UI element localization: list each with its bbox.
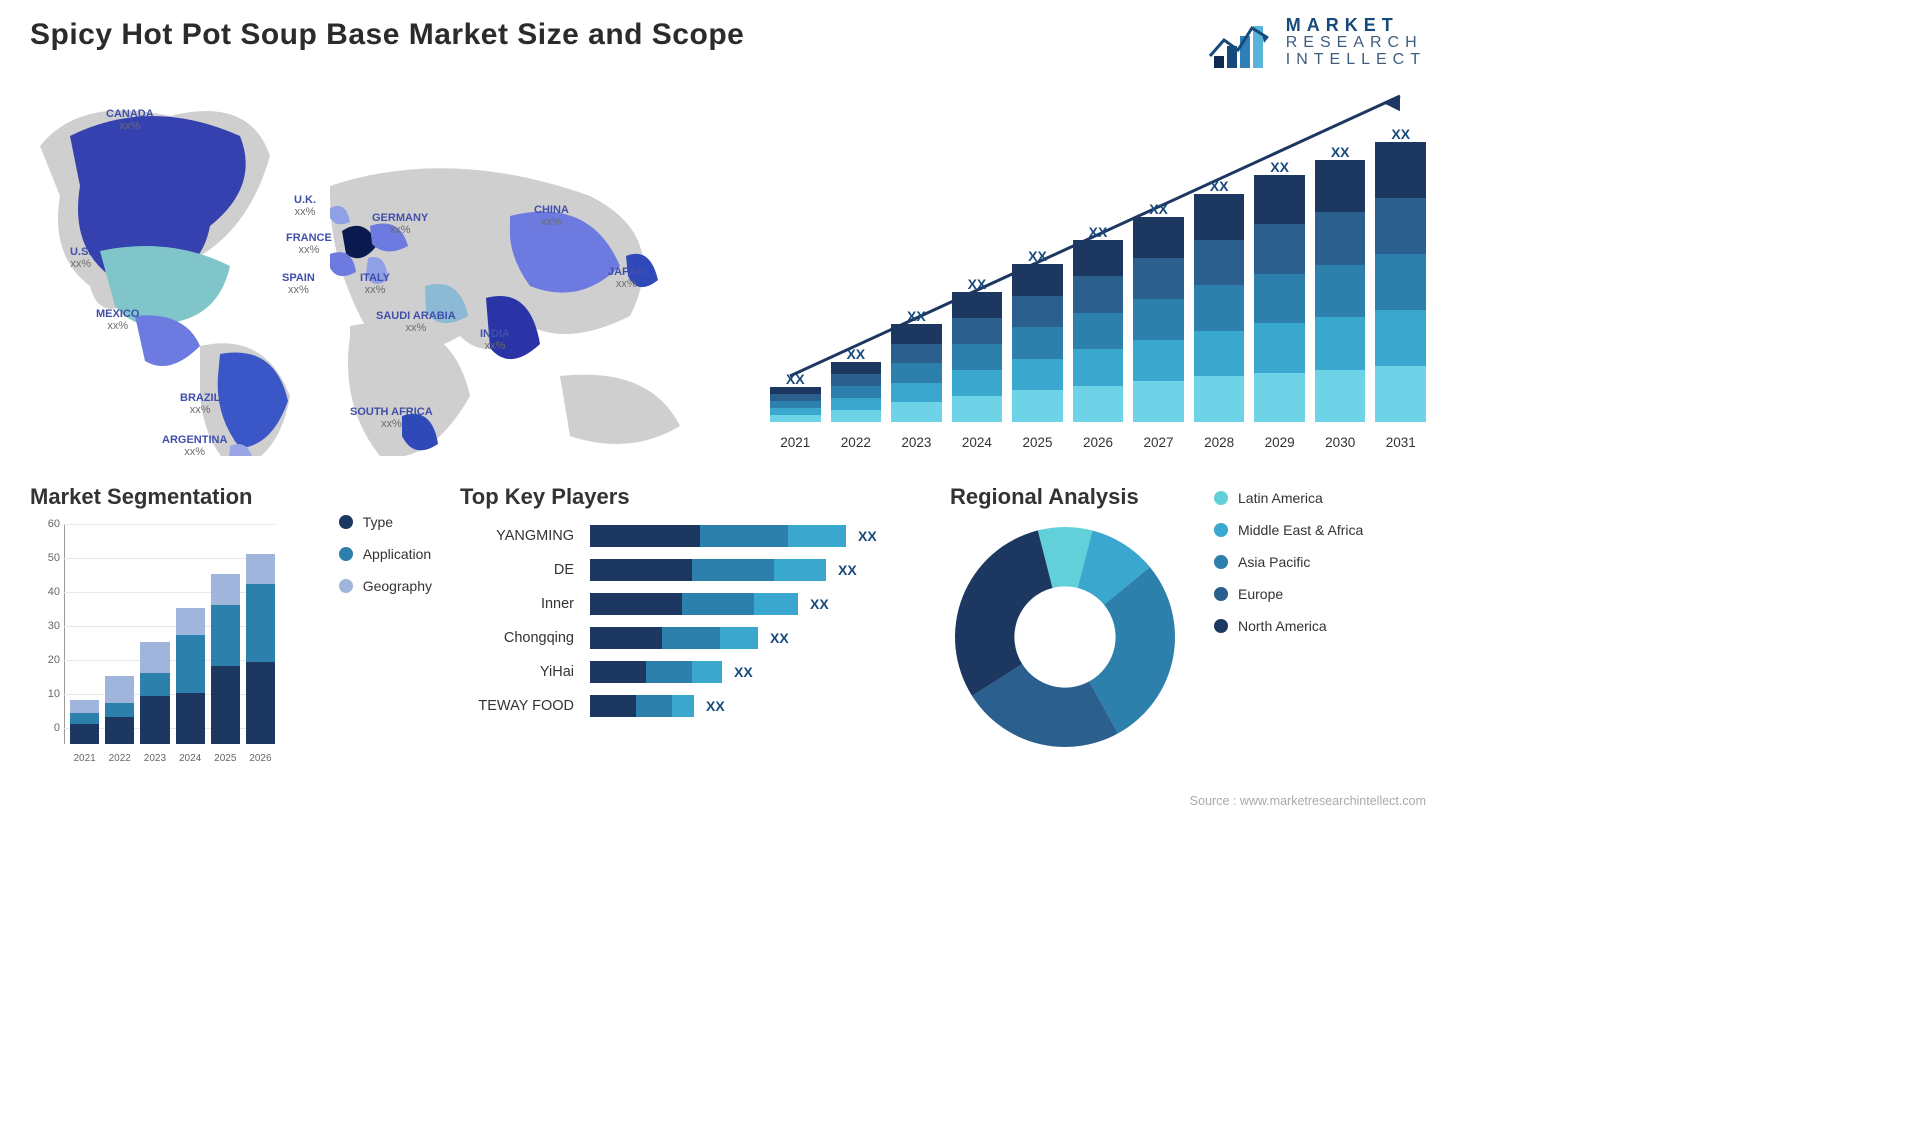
world-map: CANADAxx% U.S.xx% MEXICOxx% BRAZILxx% ARGENT… <box>30 76 730 456</box>
region-legend-north-america: North America <box>1214 618 1363 634</box>
growth-bar-2026: XX <box>1073 218 1124 422</box>
brand-logo: MARKET RESEARCH INTELLECT <box>1208 16 1426 68</box>
region-legend-middle-east-africa: Middle East & Africa <box>1214 522 1363 538</box>
seg-bar-2025 <box>211 574 240 744</box>
map-label-u-k-: U.K.xx% <box>294 194 316 218</box>
donut-slice-north-america <box>955 530 1052 695</box>
region-legend-asia-pacific: Asia Pacific <box>1214 554 1363 570</box>
growth-bar-2022: XX <box>831 340 882 422</box>
segmentation-legend: Type Application Geography <box>339 514 432 594</box>
map-label-mexico: MEXICOxx% <box>96 308 139 332</box>
map-label-germany: GERMANYxx% <box>372 212 428 236</box>
map-label-argentina: ARGENTINAxx% <box>162 434 227 458</box>
map-label-brazil: BRAZILxx% <box>180 392 220 416</box>
growth-bar-2027: XX <box>1133 195 1184 422</box>
map-label-india: INDIAxx% <box>480 328 510 352</box>
player-row-chongqing: ChongqingXX <box>460 626 940 650</box>
map-label-france: FRANCExx% <box>286 232 332 256</box>
seg-bar-2026 <box>246 554 275 744</box>
player-row-yihai: YiHaiXX <box>460 660 940 684</box>
regional-analysis-panel: Regional Analysis Latin America Middle Ea… <box>950 484 1426 784</box>
seg-legend-type: Type <box>339 514 432 530</box>
map-label-italy: ITALYxx% <box>360 272 390 296</box>
player-row-inner: InnerXX <box>460 592 940 616</box>
growth-bar-2023: XX <box>891 302 942 422</box>
regional-title: Regional Analysis <box>950 484 1180 510</box>
map-label-spain: SPAINxx% <box>282 272 315 296</box>
key-players-panel: Top Key Players YANGMINGXX DEXX InnerXX Cho… <box>460 484 940 784</box>
seg-bar-2021 <box>70 700 99 744</box>
growth-bar-2029: XX <box>1254 153 1305 422</box>
regional-legend: Latin America Middle East & Africa Asia Pa… <box>1214 484 1363 634</box>
map-label-canada: CANADAxx% <box>106 108 154 132</box>
growth-bar-2021: XX <box>770 365 821 422</box>
logo-line2: RESEARCH <box>1286 35 1426 52</box>
growth-bar-2025: XX <box>1012 242 1063 422</box>
players-title: Top Key Players <box>460 484 940 510</box>
growth-bar-2024: XX <box>952 270 1003 422</box>
growth-bar-2028: XX <box>1194 172 1245 422</box>
seg-legend-application: Application <box>339 546 432 562</box>
map-label-china: CHINAxx% <box>534 204 569 228</box>
region-legend-europe: Europe <box>1214 586 1363 602</box>
market-segmentation-panel: Market Segmentation 0102030405060 202120… <box>30 484 450 784</box>
growth-bar-2030: XX <box>1315 138 1366 422</box>
player-row-de: DEXX <box>460 558 940 582</box>
region-legend-latin-america: Latin America <box>1214 490 1363 506</box>
seg-bar-2023 <box>140 642 169 744</box>
seg-bar-2024 <box>176 608 205 744</box>
logo-line1: MARKET <box>1286 16 1426 35</box>
logo-line3: INTELLECT <box>1286 52 1426 69</box>
regional-donut-chart <box>950 522 1180 752</box>
segmentation-title: Market Segmentation <box>30 484 450 510</box>
seg-bar-2022 <box>105 676 134 744</box>
source-attribution: Source : www.marketresearchintellect.com <box>1190 794 1426 808</box>
growth-bar-2031: XX <box>1375 120 1426 422</box>
player-row-yangming: YANGMINGXX <box>460 524 940 548</box>
map-label-japan: JAPANxx% <box>608 266 644 290</box>
map-label-u-s-: U.S.xx% <box>70 246 91 270</box>
seg-legend-geography: Geography <box>339 578 432 594</box>
map-label-south-africa: SOUTH AFRICAxx% <box>350 406 433 430</box>
market-growth-chart: XXXXXXXXXXXXXXXXXXXXXX 20212022202320242… <box>770 76 1426 456</box>
logo-icon <box>1208 16 1272 68</box>
player-row-teway-food: TEWAY FOODXX <box>460 694 940 718</box>
map-label-saudi-arabia: SAUDI ARABIAxx% <box>376 310 456 334</box>
